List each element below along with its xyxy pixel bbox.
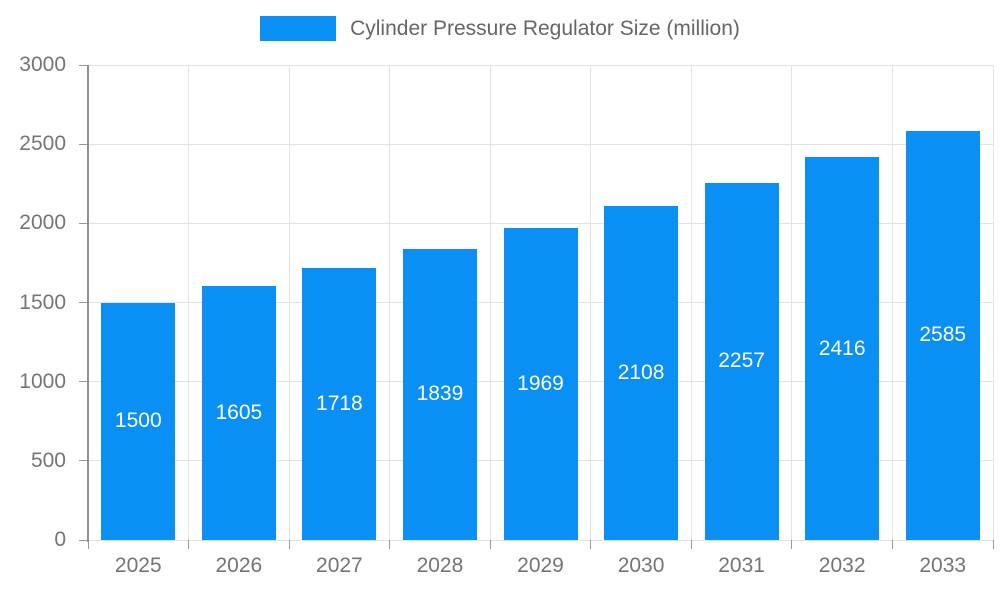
y-gridline — [88, 143, 993, 145]
bar-2027[interactable]: 1718 — [302, 267, 377, 540]
legend[interactable]: Cylinder Pressure Regulator Size (millio… — [0, 16, 1000, 41]
y-gridline — [88, 222, 993, 224]
x-axis-tick — [891, 540, 893, 549]
x-axis-label: 2030 — [617, 554, 665, 577]
bar-value-label: 1500 — [114, 409, 162, 433]
x-axis-label: 2031 — [718, 554, 765, 577]
bar-value-label: 1718 — [316, 391, 363, 415]
y-axis-tick — [79, 222, 87, 224]
x-gridline — [590, 65, 592, 540]
bar-value-label: 2585 — [919, 323, 967, 347]
y-axis-label: 1000 — [19, 369, 66, 393]
legend-swatch-icon — [260, 16, 337, 41]
y-axis-tick — [79, 460, 87, 462]
y-axis-tick — [79, 302, 87, 303]
x-axis-tick — [288, 540, 290, 549]
y-axis-label: 0 — [54, 528, 66, 551]
x-gridline — [389, 65, 391, 540]
legend-label: Cylinder Pressure Regulator Size (millio… — [350, 16, 740, 40]
x-axis-label: 2033 — [919, 554, 967, 577]
bar-2029[interactable]: 1969 — [503, 228, 578, 540]
y-axis-tick — [79, 143, 87, 145]
y-axis-tick — [79, 381, 87, 383]
y-axis-label: 1500 — [19, 290, 66, 314]
y-axis-label: 2500 — [19, 132, 66, 156]
bar-value-label: 1605 — [215, 400, 263, 424]
y-axis-tick — [79, 539, 87, 541]
y-gridline — [88, 539, 993, 541]
x-axis-label: 2025 — [114, 554, 162, 577]
bar-value-label: 1969 — [517, 372, 564, 396]
bar-2031[interactable]: 2257 — [704, 182, 779, 540]
x-gridline — [690, 65, 692, 540]
x-axis-label: 2028 — [416, 554, 464, 577]
bar-2025[interactable]: 1500 — [101, 302, 176, 540]
y-axis-line — [87, 65, 89, 542]
y-axis-label: 3000 — [19, 53, 66, 76]
x-gridline — [891, 65, 893, 540]
bar-2033[interactable]: 2585 — [905, 130, 980, 540]
bar-2030[interactable]: 2108 — [604, 206, 679, 540]
x-gridline — [791, 65, 793, 540]
x-gridline — [489, 65, 491, 540]
x-axis-label: 2032 — [818, 554, 866, 577]
x-gridline — [188, 65, 190, 540]
x-axis-tick — [489, 540, 491, 549]
x-axis-tick — [87, 540, 89, 549]
bar-2028[interactable]: 1839 — [402, 248, 477, 540]
bar-value-label: 2257 — [718, 349, 765, 373]
x-axis-tick — [992, 540, 994, 549]
bar-value-label: 1839 — [416, 382, 464, 406]
x-axis-label: 2026 — [215, 554, 263, 577]
y-axis-tick — [79, 64, 87, 66]
x-axis-tick — [791, 540, 793, 549]
x-gridline — [288, 65, 290, 540]
bar-value-label: 2416 — [818, 336, 866, 360]
bar-2032[interactable]: 2416 — [805, 157, 880, 540]
x-axis-label: 2027 — [316, 554, 363, 577]
x-gridline — [992, 65, 994, 540]
bar-value-label: 2108 — [617, 361, 665, 385]
x-axis-label: 2029 — [517, 554, 564, 577]
x-axis-tick — [389, 540, 391, 549]
bar-2026[interactable]: 1605 — [201, 285, 276, 540]
y-gridline — [88, 64, 993, 66]
y-axis-label: 2000 — [19, 211, 66, 235]
y-axis-label: 500 — [30, 448, 66, 472]
plot-area: 0 500 1000 1500 2000 2500 3000 1500 2025 1605 2026… — [19, 53, 994, 577]
x-axis-tick — [590, 540, 592, 549]
x-axis-tick — [690, 540, 692, 549]
x-axis-tick — [188, 540, 190, 549]
